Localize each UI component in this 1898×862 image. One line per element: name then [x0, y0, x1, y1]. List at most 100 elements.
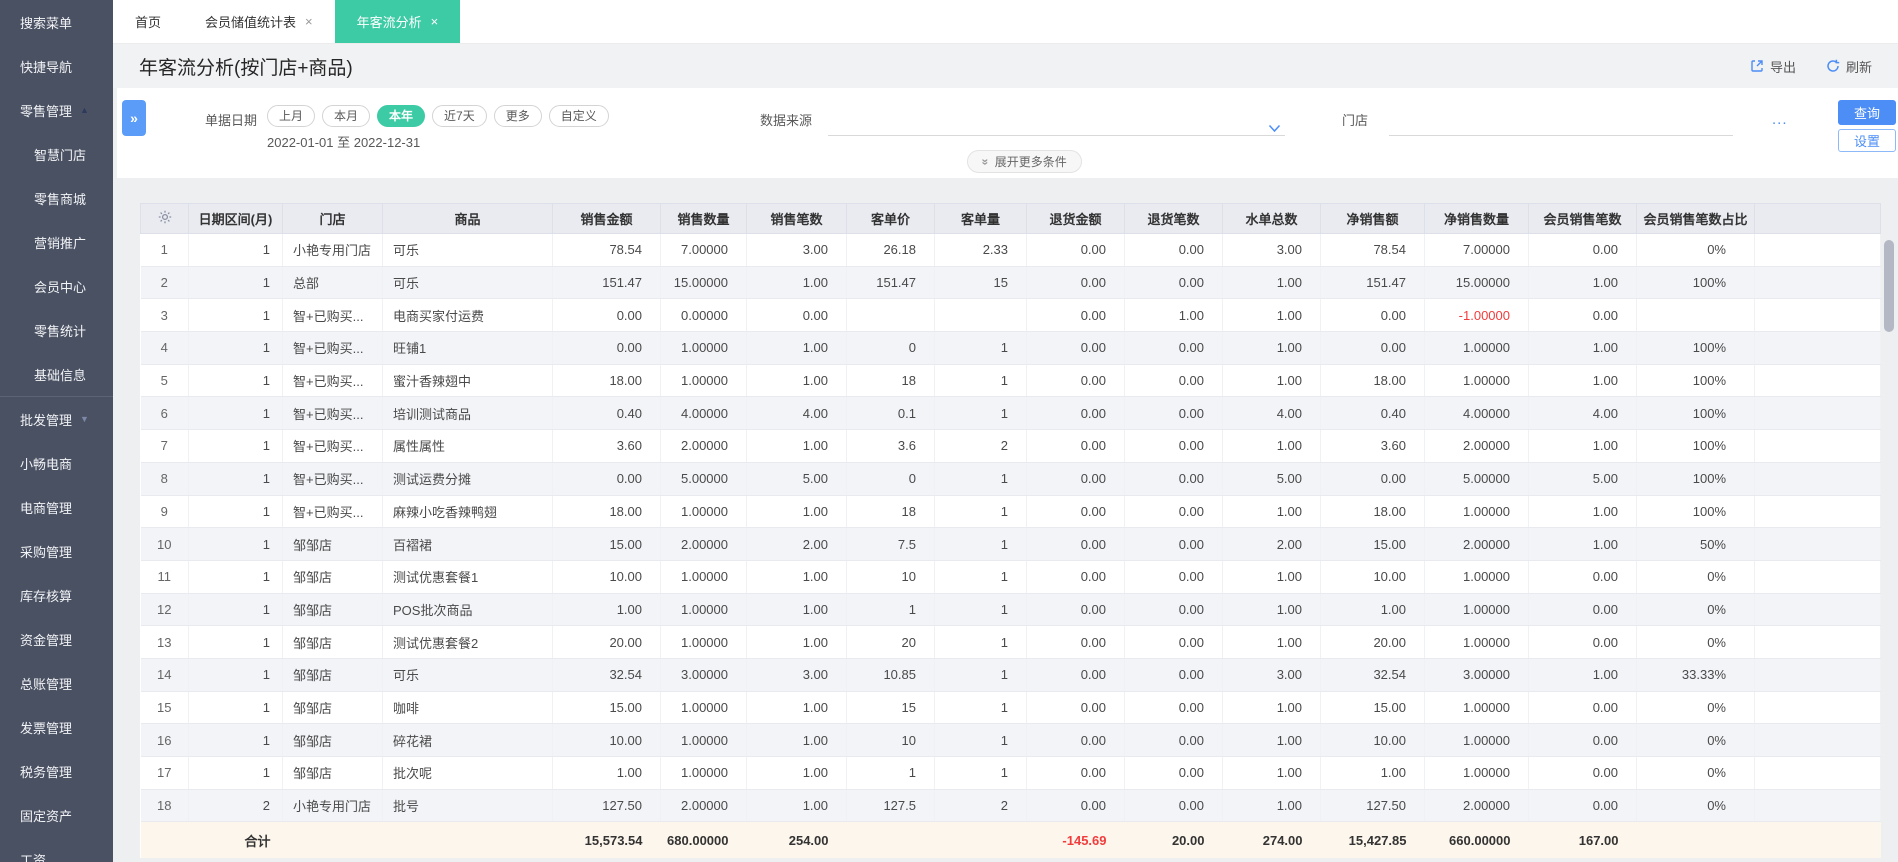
table-cell: 0.40: [552, 396, 661, 431]
table-row[interactable]: 8 1 智+已购买... 测试运费分摊 0.00 5.00000 5.00 0 1 0.00 0.0…: [140, 462, 1881, 496]
vertical-scrollbar[interactable]: [1884, 240, 1894, 332]
sidebar-item-label: 采购管理: [20, 544, 73, 560]
close-icon[interactable]: ×: [305, 14, 313, 29]
table-cell: 1.00000: [660, 331, 747, 365]
sidebar-item-9[interactable]: 批发管理 ▼: [0, 397, 113, 441]
sidebar-item-18[interactable]: 固定资产: [0, 793, 113, 837]
table-row[interactable]: 6 1 智+已购买... 培训测试商品 0.40 4.00000 4.00 0.1 1 0.00 0…: [140, 396, 1881, 431]
table-cell: 1.00: [746, 495, 847, 529]
table-row[interactable]: 14 1 邹邹店 可乐 32.54 3.00000 3.00 10.85 1 0.00 0.00 3.…: [140, 658, 1881, 692]
refresh-button[interactable]: 刷新: [1826, 57, 1872, 76]
table-cell: 0.00: [1026, 266, 1125, 300]
source-filter-label: 数据来源: [760, 113, 813, 128]
sidebar-item-14[interactable]: 资金管理: [0, 617, 113, 661]
sidebar-item-0[interactable]: 搜索菜单: [0, 0, 113, 44]
query-button[interactable]: 查询: [1838, 100, 1896, 125]
date-presets: 上月 本月 本年 近7天 更多 自定义: [267, 105, 609, 127]
date-preset-pill[interactable]: 本月: [322, 105, 371, 127]
table-cell: 批号: [382, 789, 553, 823]
table-cell: 1.00: [746, 625, 847, 659]
date-preset-pill[interactable]: 近7天: [432, 105, 487, 127]
export-icon: [1751, 60, 1763, 72]
sidebar-item-16[interactable]: 发票管理: [0, 705, 113, 749]
expand-more-button[interactable]: » 展开更多条件: [967, 150, 1082, 173]
store-input[interactable]: [1389, 114, 1733, 136]
sidebar-item-label: 营销推广: [34, 235, 87, 251]
sidebar-item-10[interactable]: 小畅电商: [0, 441, 113, 485]
table-cell: 电商买家付运费: [382, 298, 553, 333]
table-row[interactable]: 7 1 智+已购买... 属性属性 3.60 2.00000 1.00 3.6 2 0.00 0.0…: [140, 429, 1881, 463]
more-options-button[interactable]: ...: [1772, 111, 1788, 128]
sidebar-item-3[interactable]: 智慧门店: [0, 132, 113, 176]
sidebar-item-label: 工资: [20, 852, 47, 862]
table-row[interactable]: 1 1 小艳专用门店 可乐 78.54 7.00000 3.00 26.18 2.33 0.00 0…: [140, 233, 1881, 267]
table-cell: 1.00000: [660, 495, 747, 529]
table-row[interactable]: 12 1 邹邹店 POS批次商品 1.00 1.00000 1.00 1 1 0.00 0.00 1.…: [140, 593, 1881, 627]
table-row[interactable]: 2 1 总部 可乐 151.47 15.00000 1.00 151.47 15 0.00 0.00…: [140, 266, 1881, 300]
sidebar-item-1[interactable]: 快捷导航: [0, 44, 113, 88]
settings-button[interactable]: 设置: [1838, 129, 1896, 152]
table-cell: 7.5: [846, 527, 935, 561]
table-cell: 10.00: [1320, 723, 1425, 757]
table-row[interactable]: 5 1 智+已购买... 蜜汁香辣翅中 18.00 1.00000 1.00 18 1 0.00 0…: [140, 364, 1881, 398]
table-row[interactable]: 9 1 智+已购买... 麻辣小吃香辣鸭翅 18.00 1.00000 1.00 18 1 0.0…: [140, 495, 1881, 529]
tab-0[interactable]: 首页: [113, 0, 183, 43]
table-cell: 1: [934, 331, 1027, 365]
sidebar-item-4[interactable]: 零售商城: [0, 176, 113, 220]
table-cell: 邹邹店: [282, 658, 383, 692]
tab-1[interactable]: 会员储值统计表 ×: [183, 0, 335, 43]
sidebar-item-11[interactable]: 电商管理: [0, 485, 113, 529]
column-header: 门店: [282, 203, 383, 234]
table-cell: 0.00: [746, 298, 847, 333]
date-preset-pill[interactable]: 自定义: [548, 105, 609, 127]
table-cell: 3.00: [746, 658, 847, 692]
filler-cell: [1754, 789, 1881, 823]
table-row[interactable]: 16 1 邹邹店 碎花裙 10.00 1.00000 1.00 10 1 0.00 0.00 1.00…: [140, 723, 1881, 757]
table-total-row: 合计 15,573.54 680.00000 254.00 -145.69 20.00 27…: [140, 821, 1881, 858]
total-cell: [1636, 821, 1755, 858]
tab-label: 会员储值统计表: [205, 15, 297, 30]
sidebar-item-15[interactable]: 总账管理: [0, 661, 113, 705]
date-preset-pill[interactable]: 更多: [493, 105, 542, 127]
table-row[interactable]: 4 1 智+已购买... 旺铺1 0.00 1.00000 1.00 0 1 0.00 0.00 1.…: [140, 331, 1881, 365]
sidebar-item-6[interactable]: 会员中心: [0, 264, 113, 308]
table-cell: 1.00000: [1424, 756, 1529, 790]
filler-cell: [1754, 331, 1881, 365]
table-row[interactable]: 18 2 小艳专用门店 批号 127.50 2.00000 1.00 127.5 2 0.00 0.…: [140, 789, 1881, 823]
table-cell: 1: [934, 527, 1027, 561]
table-row[interactable]: 11 1 邹邹店 测试优惠套餐1 10.00 1.00000 1.00 10 1 0.00 0.00…: [140, 560, 1881, 594]
date-preset-pill[interactable]: 本年: [377, 105, 426, 127]
sidebar-item-12[interactable]: 采购管理: [0, 529, 113, 573]
table-cell: 3.00000: [1424, 658, 1529, 692]
tab-2[interactable]: 年客流分析 ×: [334, 0, 461, 43]
sidebar-item-17[interactable]: 税务管理: [0, 749, 113, 793]
table-row[interactable]: 17 1 邹邹店 批次呢 1.00 1.00000 1.00 1 1 0.00 0.00 1.00 1.…: [140, 756, 1881, 790]
table-cell: 批次呢: [382, 756, 553, 790]
sidebar-item-label: 资金管理: [20, 632, 73, 648]
table-cell: 总部: [282, 266, 383, 300]
close-icon[interactable]: ×: [430, 14, 439, 29]
sidebar-item-7[interactable]: 零售统计: [0, 308, 113, 352]
sidebar-item-5[interactable]: 营销推广: [0, 220, 113, 264]
table-cell: 10: [846, 723, 935, 757]
table-cell: 1.00000: [1424, 364, 1529, 398]
table-cell: 培训测试商品: [382, 396, 553, 431]
sidebar-item-19[interactable]: 工资: [0, 837, 113, 862]
table-cell: 智+已购买...: [282, 396, 383, 431]
table-cell: 18.00: [552, 495, 661, 529]
table-row[interactable]: 15 1 邹邹店 咖啡 15.00 1.00000 1.00 15 1 0.00 0.00 1.00 1…: [140, 691, 1881, 725]
sidebar-item-8[interactable]: 基础信息: [0, 352, 113, 396]
export-button[interactable]: 导出: [1750, 57, 1796, 76]
table-row[interactable]: 10 1 邹邹店 百褶裙 15.00 2.00000 2.00 7.5 1 0.00 0.00 2.0…: [140, 527, 1881, 561]
table-cell: 0.00: [1124, 723, 1223, 757]
date-preset-pill[interactable]: 上月: [267, 105, 316, 127]
total-cell: 167.00: [1528, 821, 1637, 858]
table-row[interactable]: 13 1 邹邹店 测试优惠套餐2 20.00 1.00000 1.00 20 1 0.00 0.00…: [140, 625, 1881, 659]
table-cell: 1: [188, 233, 283, 267]
total-cell: 254.00: [746, 821, 847, 858]
sidebar-item-13[interactable]: 库存核算: [0, 573, 113, 617]
data-source-select[interactable]: [828, 114, 1285, 136]
sidebar-item-2[interactable]: 零售管理 ▲: [0, 88, 113, 132]
collapse-filter-button[interactable]: »: [122, 100, 146, 136]
table-row[interactable]: 3 1 智+已购买... 电商买家付运费 0.00 0.00000 0.00 0.00 1.00…: [140, 298, 1881, 333]
